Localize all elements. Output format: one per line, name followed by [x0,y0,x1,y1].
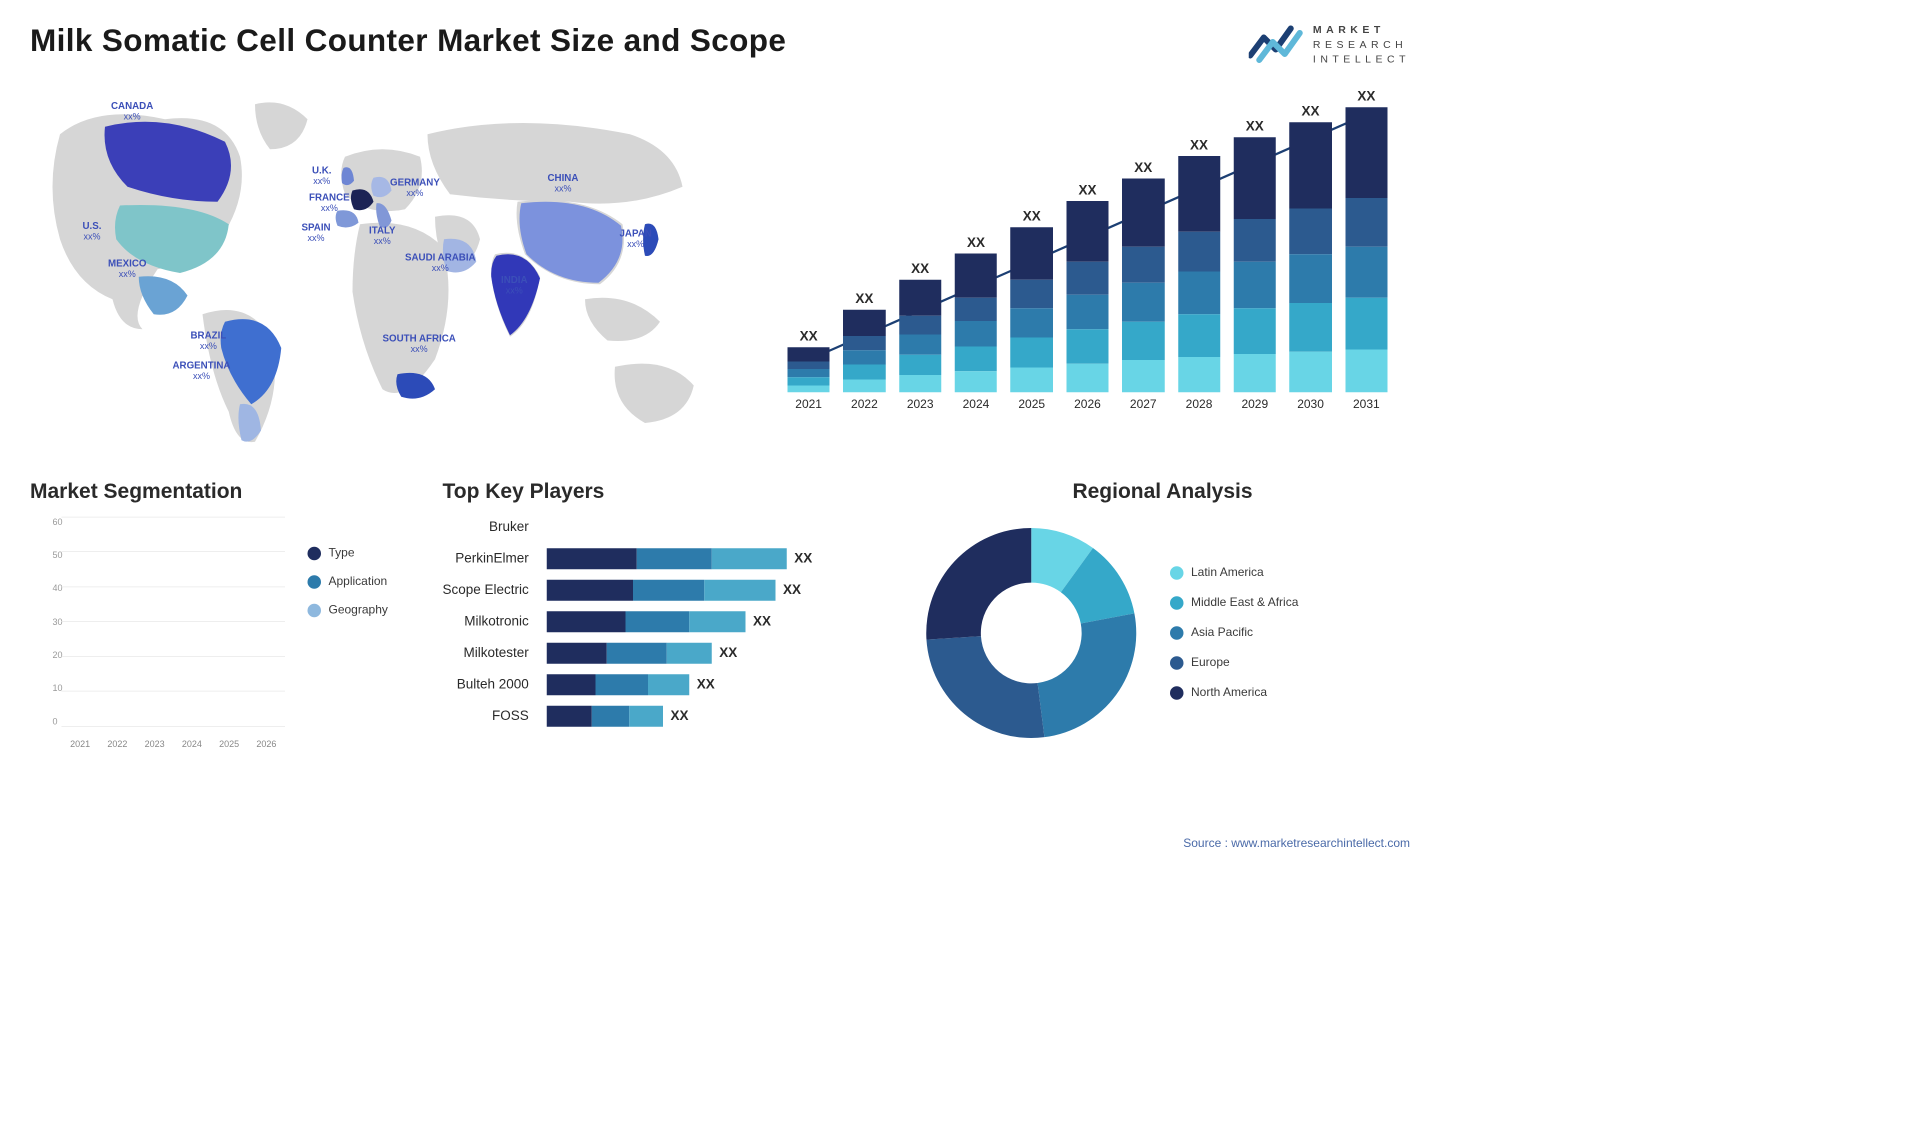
legend-item: Middle East & Africa [1170,596,1298,610]
growth-bar: XX2031 [1345,88,1387,411]
logo-text: MARKET RESEARCH INTELLECT [1313,23,1410,67]
segmentation-legend: Type Application Geography [308,517,388,750]
key-players-title: Top Key Players [443,479,878,503]
world-map: ածածածածածածածածածածածած CANADAxx%U.S.xx… [30,89,720,449]
map-country-label: INDIAxx% [501,274,528,296]
legend-item: Latin America [1170,566,1298,580]
source-attribution: Source : www.marketresearchintellect.com [1183,837,1410,851]
legend-item: Geography [308,604,388,618]
legend-item: Application [308,575,388,589]
map-country-label: FRANCExx% [309,191,350,213]
map-country-label: CANADAxx% [111,100,153,122]
regional-title: Regional Analysis [915,479,1410,503]
player-label: Scope Electric [443,580,529,601]
map-country-label: U.K.xx% [312,164,332,186]
growth-bar: XX2025 [1011,208,1053,411]
player-label: FOSS [492,706,529,727]
legend-item: Asia Pacific [1170,626,1298,640]
map-country-label: SOUTH AFRICAxx% [383,332,456,354]
player-bar: XX [547,643,878,664]
map-country-label: GERMANYxx% [390,176,440,198]
player-bar: XX [547,580,878,601]
regional-legend: Latin America Middle East & Africa Asia Pa… [1170,566,1298,700]
growth-bar-chart: XX2021 XX2022 XX2023 XX2024 XX2025 XX2026 XX20… [765,89,1410,449]
player-bar: XX [547,674,878,695]
map-country-label: MEXICOxx% [108,257,146,279]
growth-bar: XX2030 [1289,103,1331,411]
map-country-label: JAPANxx% [620,227,652,249]
map-country-label: ITALYxx% [369,224,396,246]
map-country-label: ARGENTINAxx% [173,359,231,381]
regional-donut-chart [915,517,1148,750]
legend-item: Type [308,547,388,561]
player-label: PerkinElmer [455,548,529,569]
player-bar: XX [547,611,878,632]
player-label: Bulteh 2000 [457,674,529,695]
legend-item: Europe [1170,656,1298,670]
segmentation-title: Market Segmentation [30,479,405,503]
player-bar [547,517,878,538]
brand-logo: MARKET RESEARCH INTELLECT [1248,23,1410,67]
growth-bar: XX2023 [899,261,941,412]
player-label: Milkotester [464,643,529,664]
growth-bar: XX2026 [1066,182,1108,412]
segmentation-chart: 0102030405060 202120222023202420252026 [30,517,285,750]
growth-bar: XX2029 [1234,118,1276,411]
player-bar: XX [547,548,878,569]
logo-mark-icon [1248,24,1304,65]
growth-bar: XX2021 [788,328,830,411]
growth-bar: XX2024 [955,235,997,412]
player-label: Milkotronic [464,611,529,632]
map-country-label: CHINAxx% [548,172,579,194]
growth-bar: XX2022 [843,291,885,412]
map-country-label: U.S.xx% [83,220,102,242]
growth-bar: XX2028 [1178,137,1220,412]
player-bar: XX [547,706,878,727]
key-players-chart: Bruker PerkinElmer Scope Electric Milkotron… [443,517,878,727]
map-country-label: SPAINxx% [302,221,331,243]
player-label: Bruker [489,517,529,538]
legend-item: North America [1170,686,1298,700]
map-country-label: BRAZILxx% [191,329,227,351]
growth-bar: XX2027 [1122,160,1164,412]
map-country-label: SAUDI ARABIAxx% [405,251,476,273]
page-title: Milk Somatic Cell Counter Market Size an… [30,23,786,59]
